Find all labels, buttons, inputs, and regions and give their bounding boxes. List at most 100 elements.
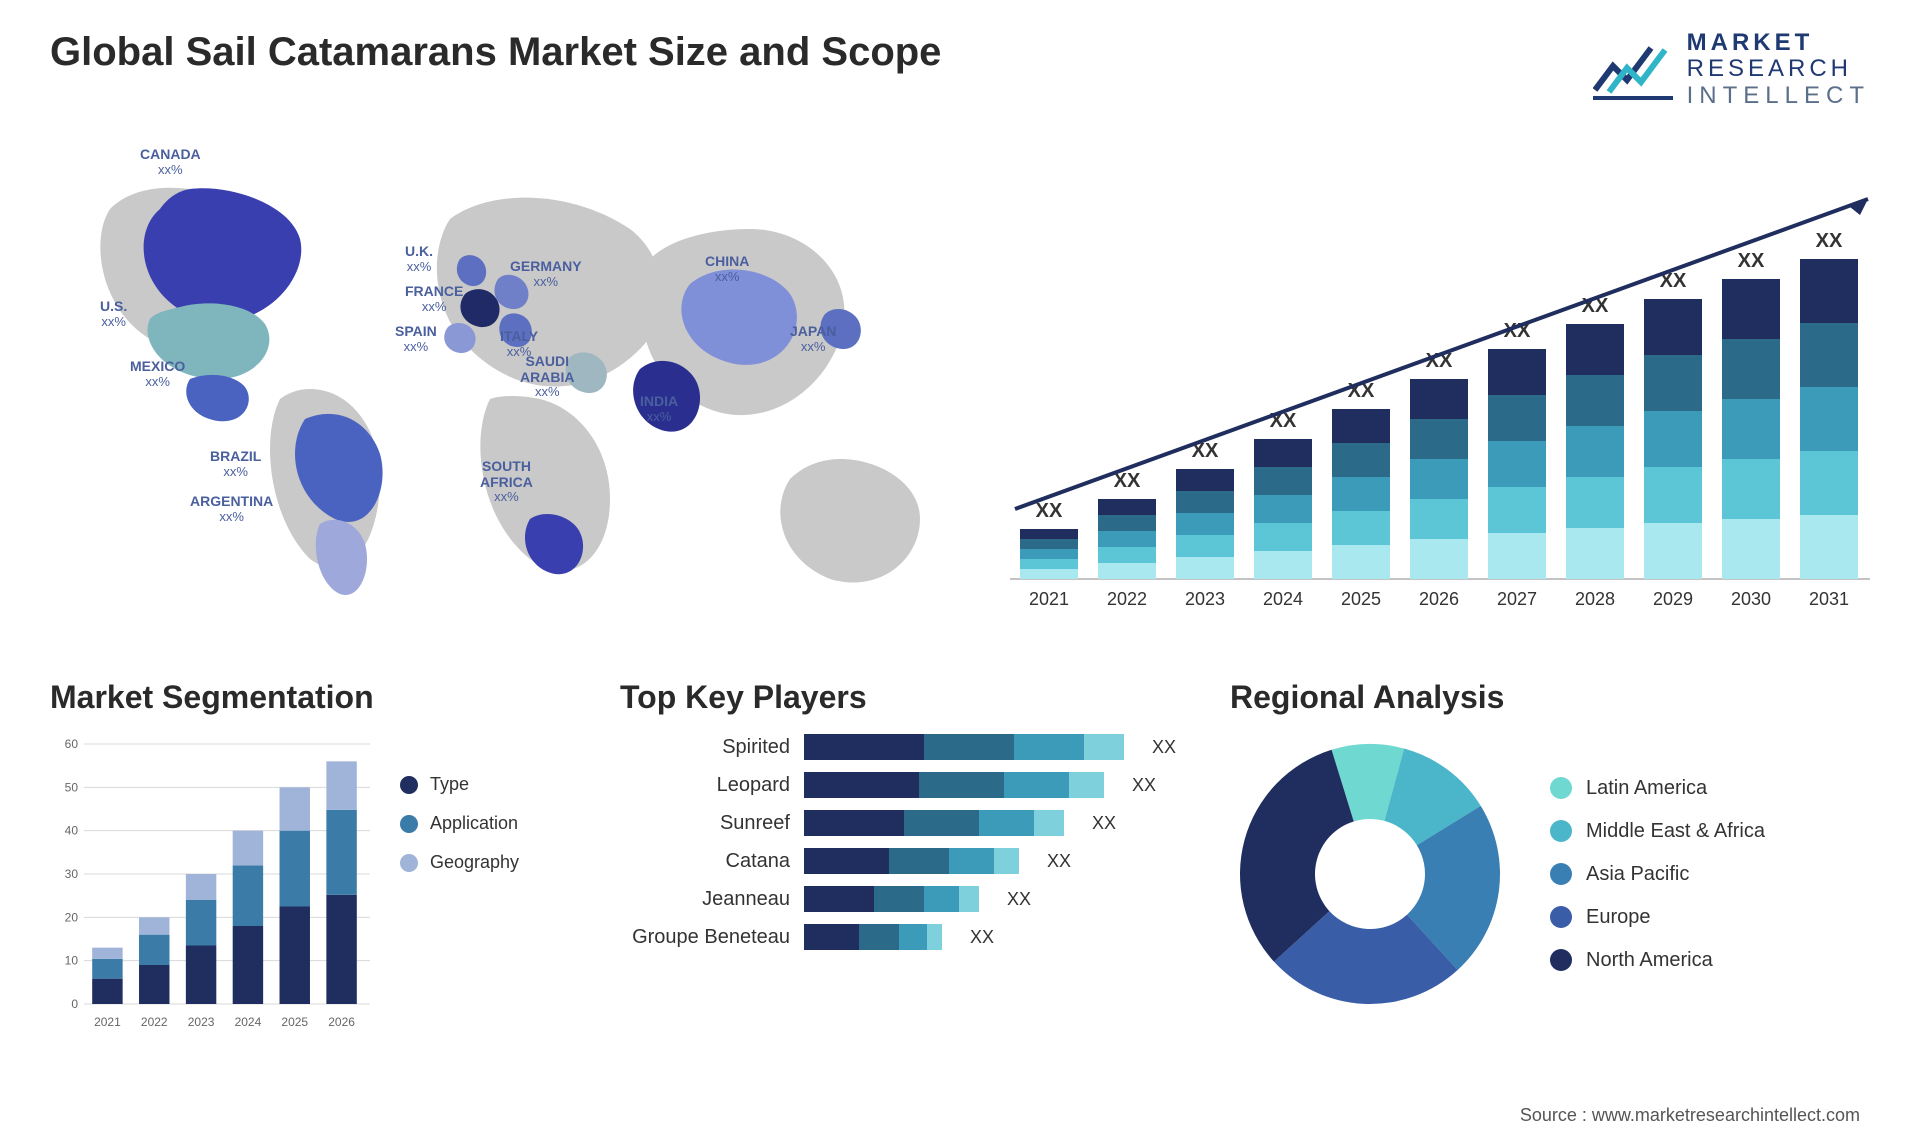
svg-text:XX: XX — [1816, 230, 1843, 252]
regional-legend-item: Middle East & Africa — [1550, 820, 1765, 843]
player-value: XX — [1152, 737, 1176, 758]
svg-text:2026: 2026 — [1419, 589, 1459, 609]
svg-text:XX: XX — [1036, 500, 1063, 522]
svg-text:2030: 2030 — [1731, 589, 1771, 609]
map-label: SPAINxx% — [395, 324, 437, 354]
map-label: SAUDIARABIAxx% — [520, 354, 574, 399]
player-bar-segment — [979, 810, 1034, 836]
logo-line-2: RESEARCH — [1687, 56, 1870, 82]
player-label: Leopard — [620, 774, 790, 797]
svg-text:2029: 2029 — [1653, 589, 1693, 609]
map-label: U.K.xx% — [405, 244, 433, 274]
map-label: FRANCExx% — [405, 284, 463, 314]
player-bar-segment — [1014, 734, 1084, 760]
legend-label: Application — [430, 813, 518, 834]
regional-donut — [1230, 734, 1510, 1014]
player-bar-segment — [804, 924, 859, 950]
player-value: XX — [1092, 813, 1116, 834]
legend-label: Geography — [430, 852, 519, 873]
player-bar-segment — [919, 772, 1004, 798]
player-bar-segment — [804, 810, 904, 836]
world-map: CANADAxx%U.S.xx%MEXICOxx%BRAZILxx%ARGENT… — [50, 139, 970, 639]
player-bar-segment — [1069, 772, 1104, 798]
player-bar-segment — [804, 772, 919, 798]
player-bar-segment — [899, 924, 927, 950]
svg-text:10: 10 — [65, 954, 79, 968]
svg-text:60: 60 — [65, 737, 79, 751]
player-value: XX — [1047, 851, 1071, 872]
player-value: XX — [970, 927, 994, 948]
players-title: Top Key Players — [620, 679, 1180, 716]
player-bar — [804, 810, 1064, 836]
logo-line-3: INTELLECT — [1687, 83, 1870, 109]
player-bar-segment — [1034, 810, 1064, 836]
player-label: Jeanneau — [620, 888, 790, 911]
regional-legend-item: Asia Pacific — [1550, 863, 1765, 886]
regional-legend-item: Latin America — [1550, 777, 1765, 800]
player-bar — [804, 924, 942, 950]
regional-panel: Regional Analysis Latin America Middle Ea… — [1230, 679, 1870, 1034]
players-panel: Top Key Players Spirited XX Leopard XX Sunre… — [620, 679, 1180, 1034]
player-bar-segment — [859, 924, 899, 950]
player-bar-segment — [949, 848, 994, 874]
players-list: Spirited XX Leopard XX Sunreef XX Catana XX Jean… — [620, 734, 1180, 950]
player-bar-segment — [924, 886, 959, 912]
player-bar-segment — [874, 886, 924, 912]
player-label: Catana — [620, 850, 790, 873]
player-bar-segment — [927, 924, 942, 950]
svg-text:2025: 2025 — [281, 1015, 308, 1029]
player-row: Spirited XX — [620, 734, 1180, 760]
player-label: Groupe Beneteau — [620, 926, 790, 949]
svg-text:2024: 2024 — [235, 1015, 262, 1029]
svg-text:2021: 2021 — [1029, 589, 1069, 609]
player-row: JeanneauXX — [620, 886, 1180, 912]
player-bar-segment — [959, 886, 979, 912]
svg-text:2022: 2022 — [141, 1015, 168, 1029]
svg-text:2021: 2021 — [94, 1015, 121, 1029]
svg-text:2024: 2024 — [1263, 589, 1303, 609]
svg-text:2022: 2022 — [1107, 589, 1147, 609]
player-bar — [804, 848, 1019, 874]
player-label: Sunreef — [620, 812, 790, 835]
map-label: SOUTHAFRICAxx% — [480, 459, 533, 504]
regional-title: Regional Analysis — [1230, 679, 1870, 716]
regional-legend: Latin America Middle East & Africa Asia Pa… — [1550, 777, 1765, 972]
player-value: XX — [1132, 775, 1156, 796]
legend-dot-icon — [1550, 906, 1572, 928]
logo-line-1: MARKET — [1687, 30, 1870, 56]
svg-text:2027: 2027 — [1497, 589, 1537, 609]
legend-dot-icon — [1550, 863, 1572, 885]
svg-text:2026: 2026 — [328, 1015, 355, 1029]
legend-label: Middle East & Africa — [1586, 820, 1765, 843]
player-bar-segment — [804, 886, 874, 912]
world-map-svg — [50, 139, 970, 639]
regional-legend-item: North America — [1550, 949, 1765, 972]
player-bar-segment — [804, 734, 924, 760]
player-row: Groupe Beneteau XX — [620, 924, 1180, 950]
player-bar-segment — [924, 734, 1014, 760]
legend-dot-icon — [1550, 777, 1572, 799]
player-label: Spirited — [620, 736, 790, 759]
brand-logo: MARKET RESEARCH INTELLECT — [1593, 30, 1870, 109]
legend-dot-icon — [1550, 949, 1572, 971]
player-bar-segment — [904, 810, 979, 836]
segmentation-legend-item: Application — [400, 813, 519, 834]
svg-text:0: 0 — [71, 997, 78, 1011]
player-bar-segment — [804, 848, 889, 874]
brand-logo-icon — [1593, 38, 1673, 102]
map-label: MEXICOxx% — [130, 359, 185, 389]
legend-dot-icon — [1550, 820, 1572, 842]
map-label: INDIAxx% — [640, 394, 678, 424]
player-row: Leopard XX — [620, 772, 1180, 798]
legend-label: Asia Pacific — [1586, 863, 1689, 886]
map-label: U.S.xx% — [100, 299, 127, 329]
segmentation-panel: Market Segmentation 01020304050602021202… — [50, 679, 570, 1034]
svg-text:2025: 2025 — [1341, 589, 1381, 609]
segmentation-legend-item: Type — [400, 774, 519, 795]
svg-text:2023: 2023 — [1185, 589, 1225, 609]
svg-text:2023: 2023 — [188, 1015, 215, 1029]
player-row: Catana XX — [620, 848, 1180, 874]
map-label: CHINAxx% — [705, 254, 749, 284]
map-label: BRAZILxx% — [210, 449, 261, 479]
svg-text:20: 20 — [65, 911, 79, 925]
